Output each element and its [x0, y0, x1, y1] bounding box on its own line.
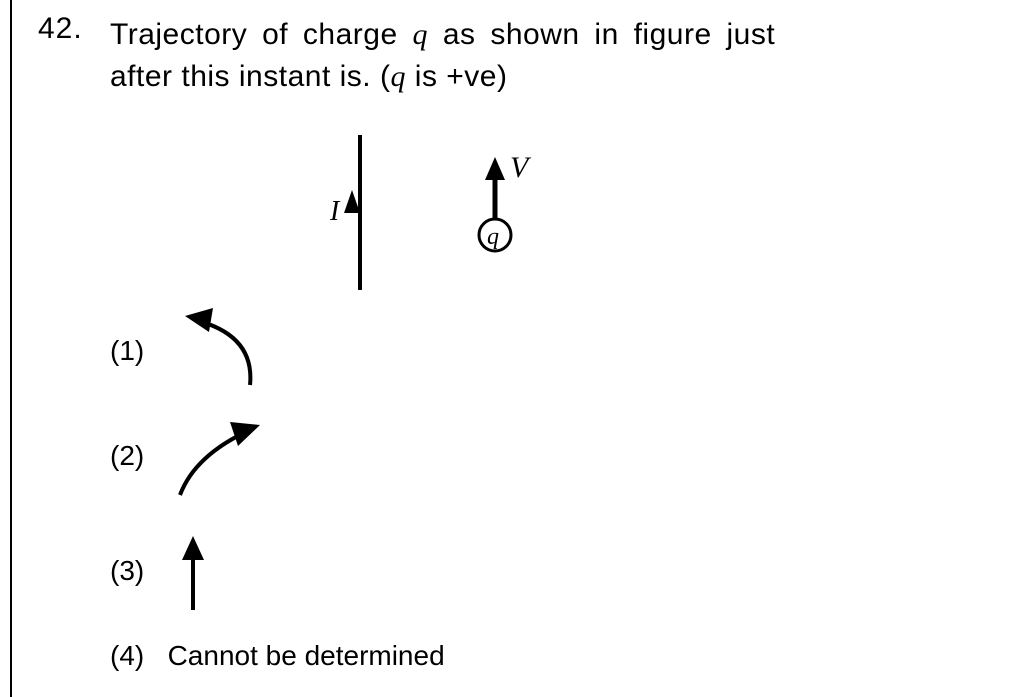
page: 42. Trajectory of charge q as shown in f… [0, 0, 1024, 697]
question-text-line2: after this instant is. (q is +ve) [110, 60, 507, 94]
q-text-post: as shown in figure just [428, 18, 775, 51]
option-2-label: (2) [110, 440, 144, 472]
q2-q: q [390, 60, 406, 93]
velocity-label: V [510, 151, 532, 184]
current-label: I [329, 196, 341, 227]
question-text-line1: Trajectory of charge q as shown in figur… [110, 12, 790, 59]
q-text-pre: Trajectory of charge [110, 18, 413, 51]
q2-pre: after this instant is [110, 60, 362, 93]
current-arrow-head [344, 190, 360, 213]
option-1-label: (1) [110, 335, 144, 367]
q2-dot: . [362, 60, 371, 93]
opt1-arrow-head [185, 308, 213, 332]
option-4-label: (4) [110, 640, 144, 671]
option-4: (4) Cannot be determined [110, 640, 445, 672]
option-3-label: (3) [110, 555, 144, 587]
option-4-text: Cannot be determined [168, 640, 445, 671]
opt3-arrow-head [182, 536, 204, 560]
velocity-arrow-head [485, 157, 505, 180]
q-var-q: q [413, 18, 429, 51]
q2-open: ( [371, 60, 390, 93]
option-2-shape [160, 410, 280, 510]
opt2-arrow-head [230, 422, 260, 446]
q2-rest: is +ve) [406, 60, 508, 93]
left-margin-rule [10, 0, 12, 697]
opt1-curve [195, 320, 250, 385]
option-3-shape [168, 530, 218, 620]
diagram: I V q [290, 135, 650, 315]
question-number: 42. [38, 12, 83, 46]
charge-label: q [487, 224, 499, 250]
diagram-svg: I V q [290, 135, 650, 315]
option-1-shape [165, 300, 285, 400]
